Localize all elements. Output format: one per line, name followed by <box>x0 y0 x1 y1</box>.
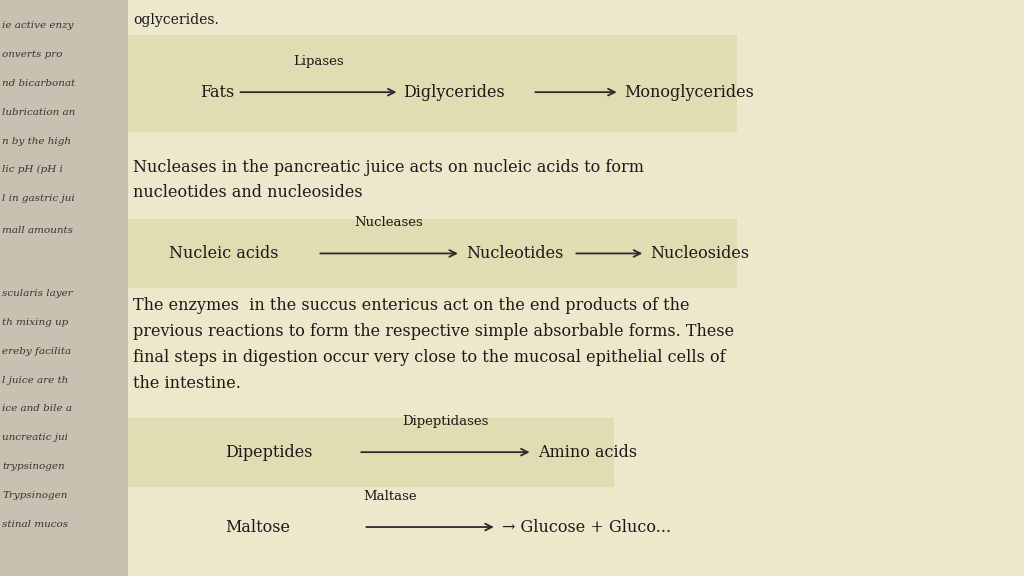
Text: Maltose: Maltose <box>225 518 290 536</box>
Text: ice and bile a: ice and bile a <box>2 404 72 414</box>
Bar <box>128 0 1024 576</box>
Text: final steps in digestion occur very close to the mucosal epithelial cells of: final steps in digestion occur very clos… <box>133 348 726 366</box>
Text: Maltase: Maltase <box>364 490 417 503</box>
Text: mall amounts: mall amounts <box>2 226 73 235</box>
Text: Nucleases: Nucleases <box>354 216 424 229</box>
Text: ie active enzy: ie active enzy <box>2 21 74 31</box>
Text: uncreatic jui: uncreatic jui <box>2 433 68 442</box>
Text: oglycerides.: oglycerides. <box>133 13 219 27</box>
Bar <box>128 35 737 132</box>
Text: Dipeptidases: Dipeptidases <box>402 415 488 428</box>
Text: ereby facilita: ereby facilita <box>2 347 72 356</box>
Text: l juice are th: l juice are th <box>2 376 69 385</box>
Text: onverts pro: onverts pro <box>2 50 62 59</box>
Text: nd bicarbonat: nd bicarbonat <box>2 79 75 88</box>
Text: Nucleotides: Nucleotides <box>466 245 563 262</box>
Bar <box>128 418 614 487</box>
Text: Dipeptides: Dipeptides <box>225 444 312 461</box>
Text: stinal mucos: stinal mucos <box>2 520 69 529</box>
Text: The enzymes  in the succus entericus act on the end products of the: The enzymes in the succus entericus act … <box>133 297 689 314</box>
Text: Amino acids: Amino acids <box>538 444 637 461</box>
Text: scularis layer: scularis layer <box>2 289 73 298</box>
Text: lubrication an: lubrication an <box>2 108 76 117</box>
Text: lic pH (pH i: lic pH (pH i <box>2 165 62 175</box>
Text: Monoglycerides: Monoglycerides <box>625 84 755 101</box>
Text: th mixing up: th mixing up <box>2 318 69 327</box>
Text: the intestine.: the intestine. <box>133 374 241 392</box>
Text: Diglycerides: Diglycerides <box>403 84 505 101</box>
Text: l in gastric jui: l in gastric jui <box>2 194 75 203</box>
Text: Nucleases in the pancreatic juice acts on nucleic acids to form: Nucleases in the pancreatic juice acts o… <box>133 158 644 176</box>
Text: nucleotides and nucleosides: nucleotides and nucleosides <box>133 184 362 202</box>
Bar <box>0 0 128 576</box>
Text: Lipases: Lipases <box>293 55 344 68</box>
Text: previous reactions to form the respective simple absorbable forms. These: previous reactions to form the respectiv… <box>133 323 734 340</box>
Bar <box>128 219 737 288</box>
Text: → Glucose + Gluco...: → Glucose + Gluco... <box>502 518 671 536</box>
Text: trypsinogen: trypsinogen <box>2 462 65 471</box>
Text: n by the high: n by the high <box>2 137 71 146</box>
Text: Trypsinogen: Trypsinogen <box>2 491 68 500</box>
Text: Nucleosides: Nucleosides <box>650 245 750 262</box>
Text: Fats: Fats <box>200 84 233 101</box>
Text: Nucleic acids: Nucleic acids <box>169 245 279 262</box>
